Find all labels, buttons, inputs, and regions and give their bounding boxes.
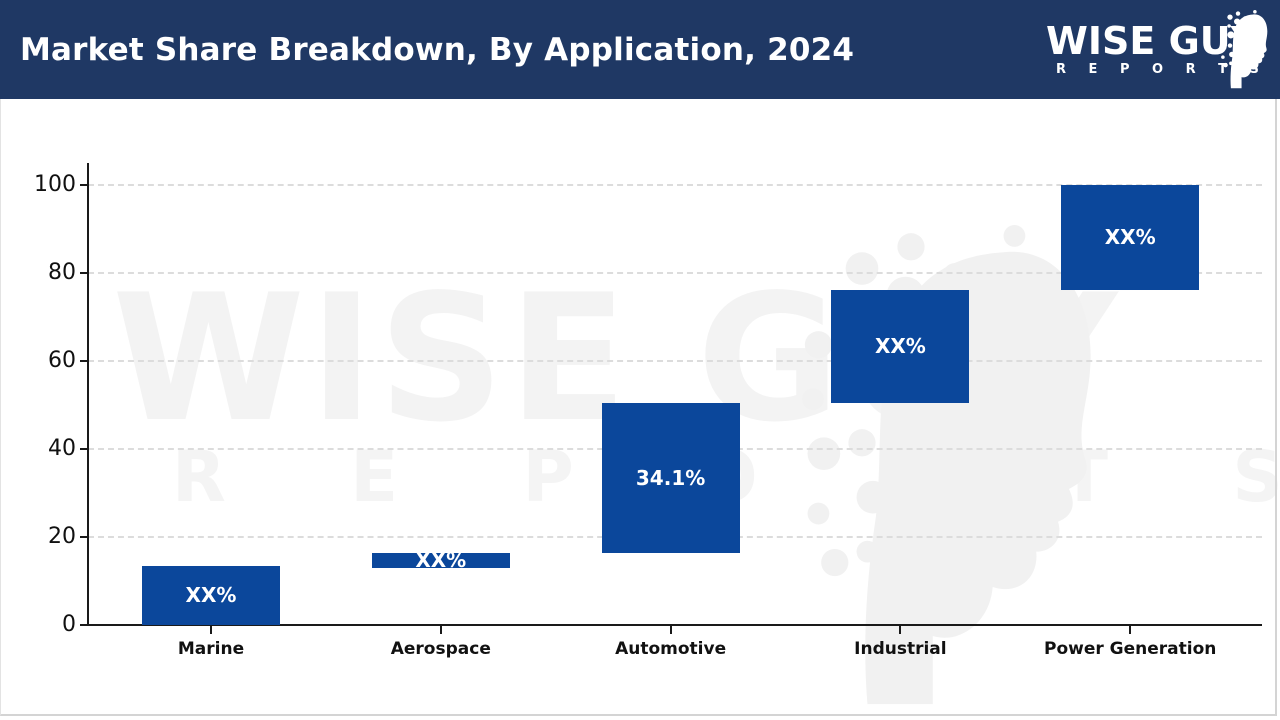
- bar-value-label: 34.1%: [635, 465, 706, 490]
- bar-value-label: XX%: [874, 334, 926, 359]
- y-tick-mark: [80, 447, 88, 450]
- y-tick-mark: [80, 535, 88, 538]
- logo-subtitle: R E P O R T S: [1056, 62, 1268, 77]
- y-tick-mark: [80, 624, 88, 626]
- x-axis-category-label: Power Generation: [1043, 639, 1217, 659]
- waterfall-bar-segment: XX%: [371, 552, 510, 568]
- x-tick-mark: [1129, 626, 1132, 634]
- x-tick-mark: [669, 626, 672, 634]
- brand-logo: WISE GUY R E P O R T S: [1020, 8, 1270, 92]
- x-axis-category-label: Marine: [177, 639, 245, 659]
- x-axis-category-label: Aerospace: [390, 639, 491, 659]
- bar-value-label: XX%: [185, 583, 237, 608]
- waterfall-bar-segment: XX%: [831, 289, 970, 403]
- bar-value-label: XX%: [1104, 225, 1156, 250]
- x-tick-mark: [210, 626, 212, 634]
- x-tick-mark: [899, 626, 902, 634]
- y-tick-mark: [80, 183, 88, 186]
- x-axis-category-label: Industrial: [854, 639, 947, 659]
- x-axis-line: [87, 624, 1262, 626]
- x-axis-category-label: Automotive: [615, 639, 727, 659]
- y-axis-tick-label: 80: [48, 259, 76, 285]
- waterfall-bar-segment: XX%: [1061, 184, 1200, 290]
- y-axis-line: [87, 163, 89, 626]
- head-profile-icon: [1220, 10, 1268, 89]
- y-axis-tick-label: 20: [48, 523, 76, 549]
- gridline: [88, 271, 1262, 274]
- y-axis-tick-label: 60: [48, 347, 76, 373]
- x-tick-mark: [439, 626, 442, 634]
- y-axis-tick-label: 100: [34, 171, 76, 197]
- page-title: Market Share Breakdown, By Application, …: [20, 31, 855, 68]
- waterfall-bar-segment: XX%: [142, 565, 280, 625]
- y-axis-tick-label: 40: [48, 435, 76, 461]
- bar-value-label: XX%: [415, 552, 467, 568]
- waterfall-bar-segment: 34.1%: [601, 402, 740, 553]
- gridline: [88, 359, 1262, 362]
- gridline: [88, 183, 1262, 186]
- y-axis-tick-label: 0: [62, 612, 76, 637]
- header-bar: Market Share Breakdown, By Application, …: [0, 0, 1280, 99]
- y-tick-mark: [80, 359, 88, 362]
- y-tick-mark: [80, 271, 88, 274]
